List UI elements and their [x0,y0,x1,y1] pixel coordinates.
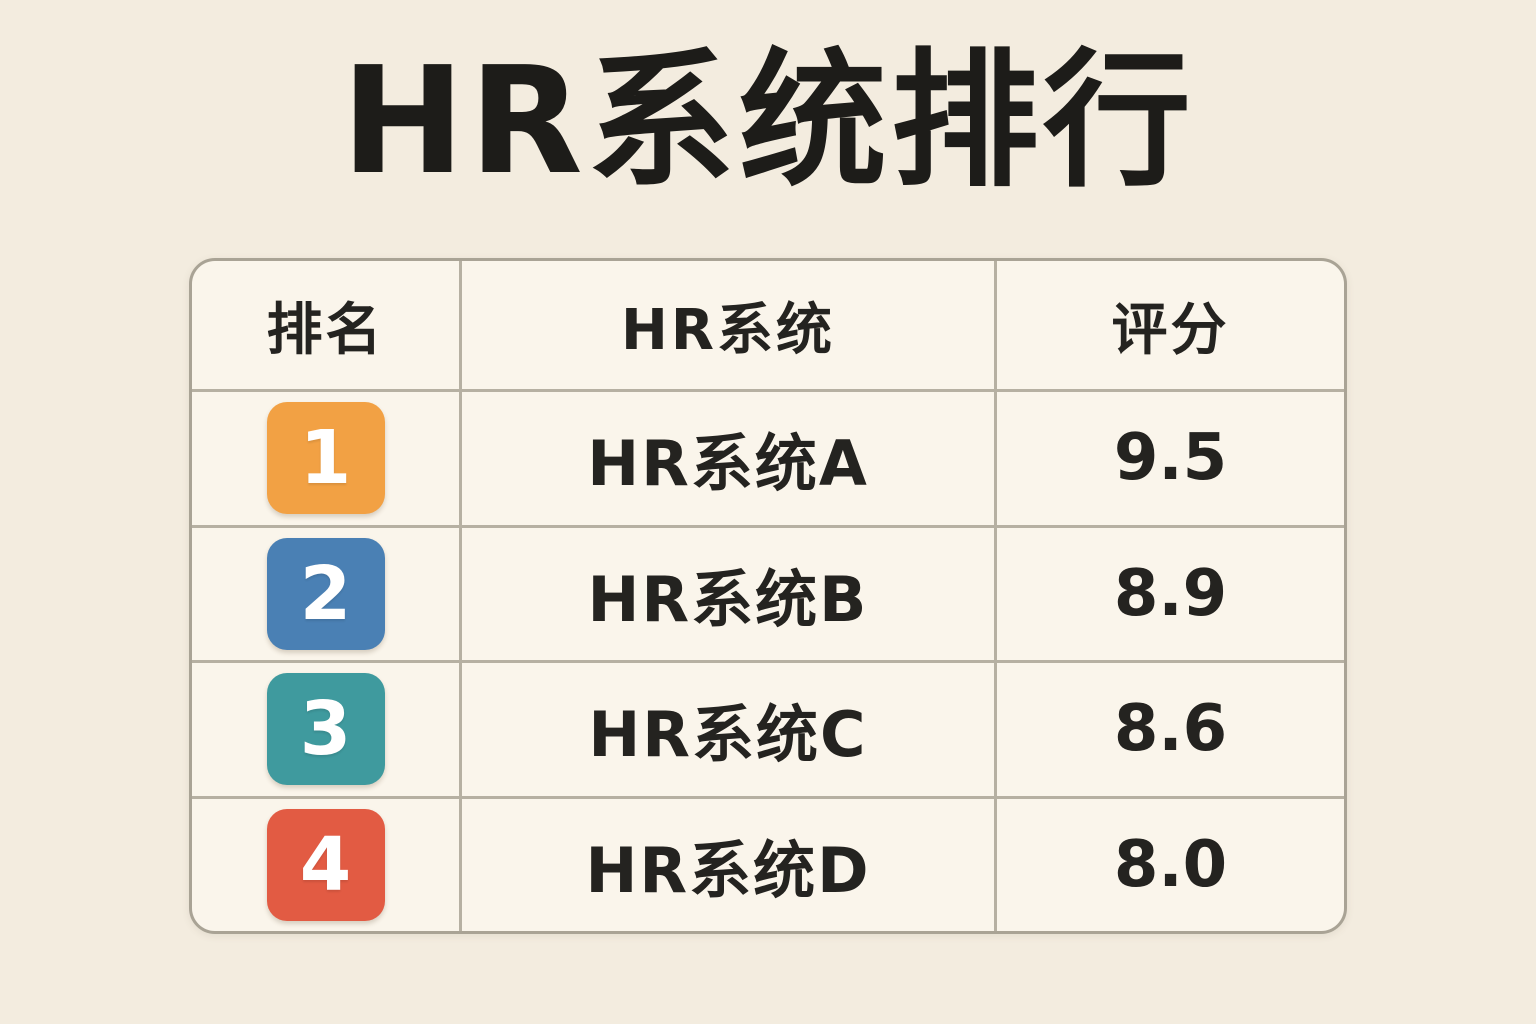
score-cell: 8.6 [997,663,1344,796]
column-header-score: 评分 [997,261,1344,389]
column-header-system: HR系统 [462,261,994,389]
system-name-cell: HR系统B [462,527,994,660]
rank-number: 1 [299,415,352,502]
score-cell: 9.5 [997,392,1344,525]
rank-number: 3 [299,686,352,773]
system-name-cell: HR系统A [462,392,994,525]
rank-badge: 2 [266,537,385,650]
ranking-table: 排名 HR系统 评分 1 HR系统A 9.5 2 HR系统B 8.9 3 HR系… [189,258,1347,934]
rank-number: 4 [299,821,352,908]
rank-badge: 1 [266,402,385,515]
score-cell: 8.0 [997,798,1344,931]
page-title: HR系统排行 [341,35,1195,207]
system-name-cell: HR系统C [462,663,994,796]
system-name-cell: HR系统D [462,798,994,931]
column-header-rank: 排名 [192,261,459,389]
rank-badge: 4 [266,808,385,921]
table-row-4-rank-cell: 4 [192,798,459,931]
table-row-1-rank-cell: 1 [192,392,459,525]
score-cell: 8.9 [997,527,1344,660]
rank-number: 2 [299,550,352,637]
table-row-2-rank-cell: 2 [192,527,459,660]
rank-badge: 3 [266,673,385,786]
table-row-3-rank-cell: 3 [192,663,459,796]
